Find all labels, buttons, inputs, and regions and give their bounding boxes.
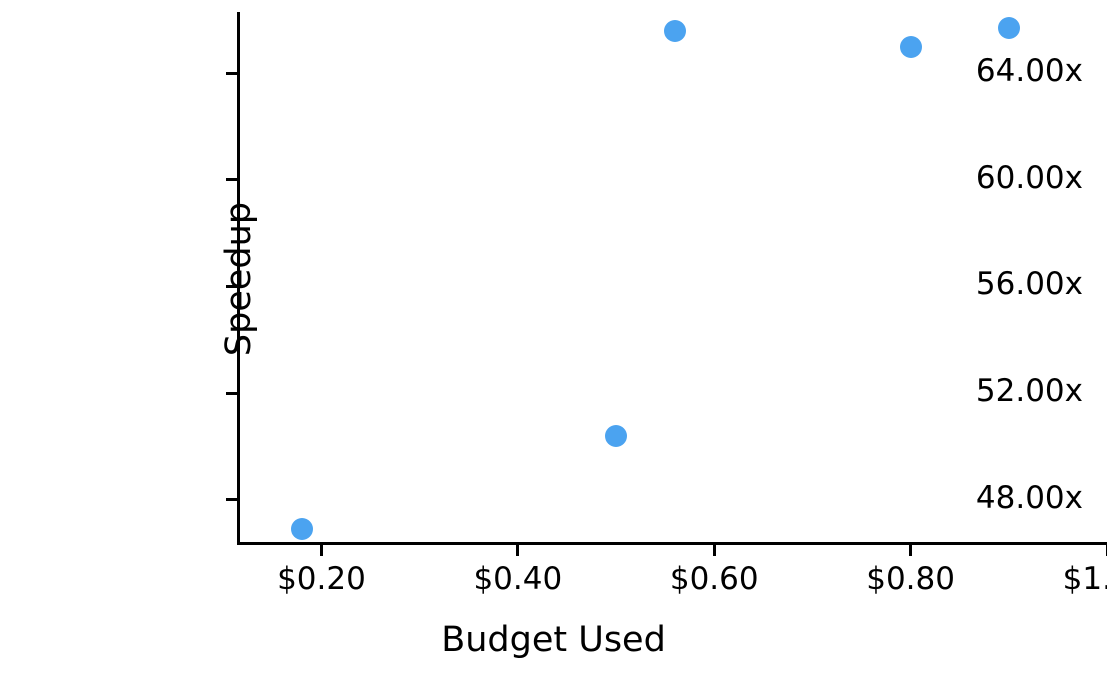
- y-tick-mark: [226, 284, 237, 288]
- x-axis-spine: [237, 542, 1107, 545]
- x-tick-mark: [712, 545, 716, 556]
- x-tick-mark: [516, 545, 520, 556]
- data-point: [605, 424, 628, 447]
- y-tick-label: 52.00x: [975, 373, 1083, 410]
- y-tick-mark: [226, 178, 237, 182]
- y-tick-label: 60.00x: [975, 159, 1083, 196]
- y-axis-label-container: Speedup: [219, 12, 259, 545]
- x-tick-label: $0.60: [669, 561, 759, 597]
- data-point: [663, 19, 686, 42]
- plot-area: 64.00x 60.00x 56.00x 52.00x 48.00x $0.20 $0.4…: [219, 12, 1107, 595]
- y-axis-spine: [237, 12, 240, 545]
- y-tick-mark: [226, 71, 237, 75]
- x-axis-label: Budget Used: [441, 620, 666, 660]
- data-point: [997, 16, 1020, 39]
- x-tick-label: $0.20: [277, 561, 366, 597]
- y-tick-label: 48.00x: [975, 479, 1083, 516]
- data-point: [899, 35, 922, 58]
- y-tick-label: 56.00x: [975, 266, 1083, 303]
- y-tick-label: 64.00x: [975, 53, 1083, 90]
- y-axis-label: Speedup: [219, 201, 259, 356]
- x-tick-label: $0.80: [866, 561, 955, 597]
- x-tick-mark: [1105, 545, 1107, 556]
- y-tick-mark: [226, 498, 237, 502]
- x-tick-mark: [319, 545, 323, 556]
- x-tick-mark: [909, 545, 913, 556]
- x-tick-label: $0.40: [473, 561, 563, 597]
- y-tick-mark: [226, 391, 237, 395]
- data-point: [290, 518, 313, 540]
- x-tick-label: $1.00: [1062, 561, 1107, 597]
